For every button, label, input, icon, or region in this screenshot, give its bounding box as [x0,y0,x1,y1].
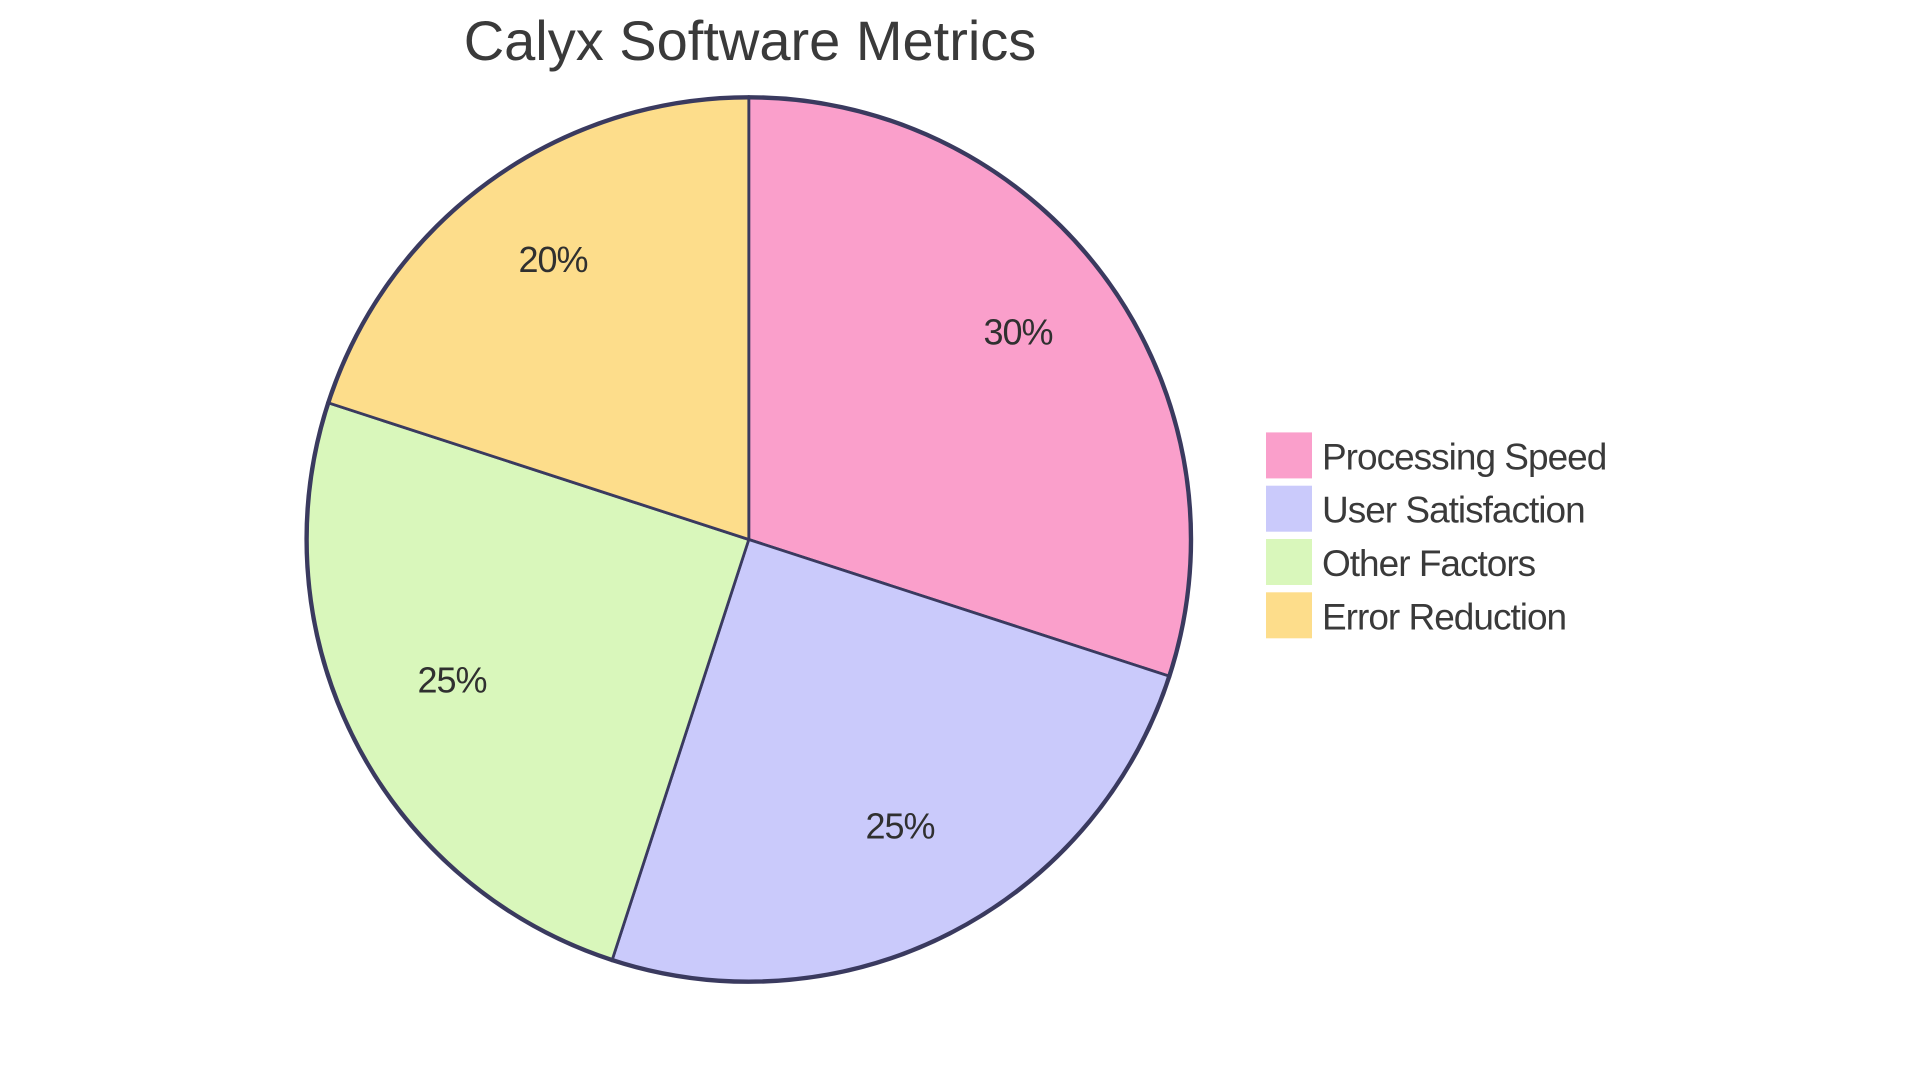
svg-text:25%: 25% [865,806,934,847]
svg-text:25%: 25% [417,660,486,701]
svg-text:30%: 30% [983,312,1052,353]
svg-text:User Satisfaction: User Satisfaction [1322,490,1585,531]
svg-text:Calyx Software Metrics: Calyx Software Metrics [464,9,1037,72]
svg-text:20%: 20% [518,239,587,280]
svg-text:Other Factors: Other Factors [1322,543,1536,584]
svg-text:Error Reduction: Error Reduction [1322,596,1566,637]
svg-text:Processing Speed: Processing Speed [1322,436,1606,477]
